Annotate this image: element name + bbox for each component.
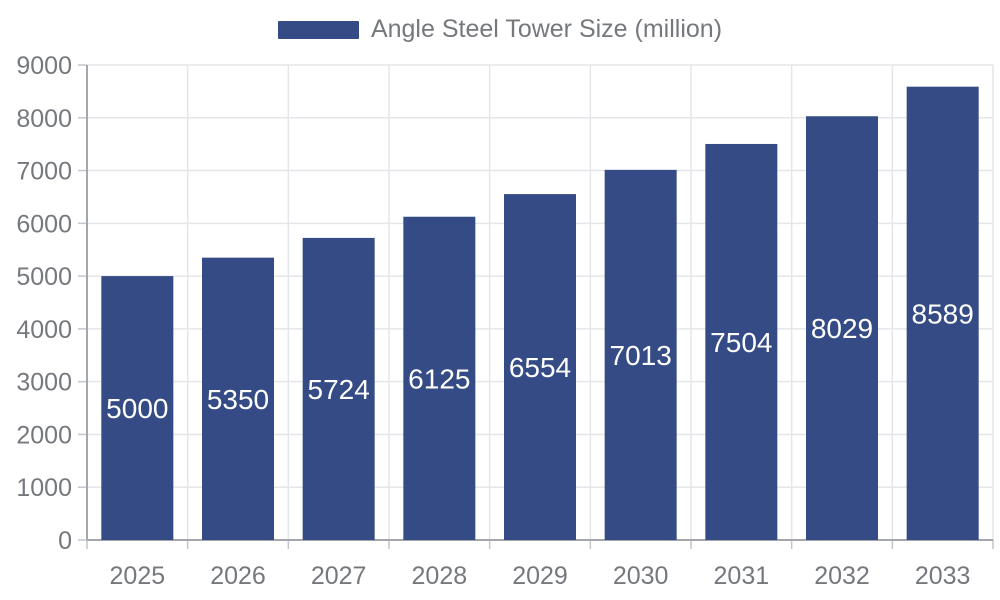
y-tick-label: 7000	[16, 158, 72, 186]
y-tick-label: 5000	[16, 263, 72, 291]
axis-tick-marks	[78, 64, 994, 549]
y-tick-label: 8000	[16, 105, 72, 133]
bar-2030[interactable]	[604, 169, 677, 540]
bar-2033[interactable]	[906, 86, 979, 541]
bar-2026[interactable]	[202, 257, 274, 540]
x-tick-label: 2025	[110, 562, 166, 590]
y-tick-label: 4000	[16, 316, 72, 344]
x-tick-label: 2029	[512, 562, 568, 590]
x-tick-label: 2026	[210, 562, 266, 590]
bar-value-label: 5724	[308, 374, 370, 405]
y-tick-label: 9000	[16, 52, 72, 80]
bar-value-labels: 5000 5350 5724 6125 6554 7013 7504 8029 8589	[106, 298, 974, 424]
bar-value-label: 8589	[912, 298, 974, 329]
legend-swatch[interactable]	[277, 20, 359, 39]
bars	[101, 86, 979, 541]
x-tick-label: 2027	[311, 562, 367, 590]
bar-2029[interactable]	[504, 194, 576, 540]
axis-tick-labels: 0 1000 2000 3000 4000 5000 6000 7000 8000 9000 202…	[16, 52, 970, 590]
y-tick-label: 0	[58, 527, 72, 555]
x-tick-label: 2030	[613, 562, 669, 590]
x-tick-label: 2028	[412, 562, 468, 590]
x-tick-label: 2033	[915, 562, 971, 590]
bar-value-label: 6554	[509, 352, 571, 383]
y-tick-label: 1000	[16, 474, 72, 502]
bar-value-label: 6125	[408, 363, 470, 394]
bar-value-label: 8029	[811, 313, 873, 344]
legend[interactable]: Angle Steel Tower Size (million)	[0, 17, 1000, 42]
bar-2025[interactable]	[101, 276, 174, 540]
bar-2027[interactable]	[302, 237, 375, 540]
y-tick-label: 6000	[16, 210, 72, 238]
bar-value-label: 5000	[106, 393, 168, 424]
bar-value-label: 7013	[610, 340, 672, 371]
bar-value-label: 7504	[710, 327, 772, 358]
x-tick-label: 2031	[714, 562, 770, 590]
bar-2028[interactable]	[403, 216, 476, 540]
x-tick-label: 2032	[814, 562, 870, 590]
legend-label[interactable]: Angle Steel Tower Size (million)	[370, 15, 723, 43]
bar-2031[interactable]	[705, 143, 778, 540]
bar-value-label: 5350	[207, 384, 269, 415]
y-tick-label: 3000	[16, 369, 72, 397]
bar-2032[interactable]	[806, 116, 878, 540]
y-tick-label: 2000	[16, 421, 72, 449]
